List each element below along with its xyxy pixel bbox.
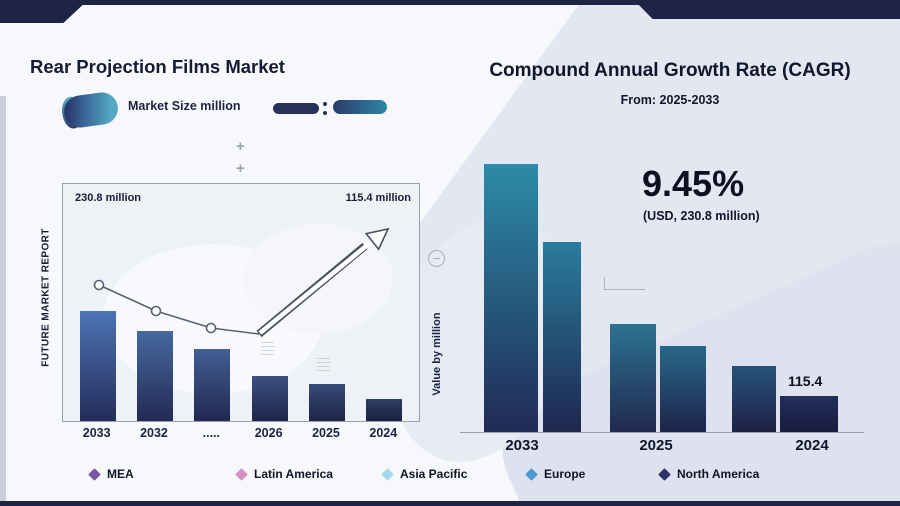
market-bar-2033 [79, 311, 116, 421]
cagr-title: Compound Annual Growth Rate (CAGR) [489, 60, 851, 81]
annotation-2033-value: 230.8 million [75, 192, 142, 204]
top-right-bar [634, 0, 900, 19]
annotation-2024-value: 115.4 million [345, 192, 411, 204]
legend-diamond-icon [235, 467, 248, 481]
hash-decoration [317, 358, 330, 374]
cagr-bar-2025-b [660, 346, 706, 432]
market-size-chart: 230.8 million 115.4 million [62, 183, 420, 422]
legend-diamond-icon [88, 467, 101, 481]
circle-minus-icon [428, 250, 445, 267]
legend-item-asia-pacific: Asia Pacific [381, 467, 468, 481]
cagr-x-label-2033: 2033 [505, 437, 539, 454]
market-title: Rear Projection Films Market [30, 56, 285, 77]
market-bar-slot [126, 331, 183, 421]
market-bar-2026 [251, 376, 288, 421]
market-bar-..... [194, 349, 231, 421]
legend-label: Asia Pacific [400, 467, 468, 481]
plus-decoration-icon: + [236, 160, 245, 177]
market-bar-2025 [308, 384, 345, 421]
market-bar-slot [298, 384, 355, 421]
cagr-x-label-2025: 2025 [639, 437, 673, 454]
legend-diamond-icon [381, 467, 394, 481]
cagr-bars [462, 150, 862, 432]
market-bar-slot [184, 349, 241, 421]
cagr-bar-2033-b [543, 242, 581, 432]
market-x-label: 2026 [254, 426, 283, 440]
market-x-label: 2033 [82, 426, 111, 440]
bottom-border-strip [0, 501, 900, 506]
cagr-note: (USD, 230.8 million) [643, 209, 760, 223]
top-border-strip [0, 0, 900, 5]
legend-pill-separator [323, 102, 328, 115]
market-y-axis-label: FUTURE MARKET REPORT [40, 228, 52, 367]
cagr-x-axis-line [460, 432, 864, 433]
cagr-bar-2025-a [610, 324, 656, 432]
plus-decoration-icon: + [236, 138, 245, 155]
cagr-bar-2033-a [484, 164, 538, 432]
cagr-bar-annotation: 115.4 [788, 373, 823, 389]
cagr-bar-2024-b [780, 396, 838, 432]
left-edge-rail [0, 96, 6, 501]
market-x-label: 2025 [312, 426, 340, 440]
legend-pill-navy [273, 103, 319, 114]
cagr-percentage: 9.45% [642, 163, 745, 204]
market-bar-slot [69, 311, 126, 421]
market-bar-2024 [366, 399, 403, 421]
market-x-label: 2024 [369, 426, 398, 440]
market-bar-2032 [136, 331, 173, 421]
top-left-wedge [0, 0, 88, 23]
cagr-y-axis-label: Value by million [431, 312, 443, 396]
market-x-label: ..... [202, 426, 220, 440]
legend-label: MEA [107, 467, 134, 481]
trend-arrow [93, 227, 390, 338]
market-x-label: 2032 [140, 426, 168, 440]
market-x-labels: 2033 2032..... 2026 2025 2024 [62, 426, 418, 440]
market-bars [63, 184, 419, 421]
cagr-x-labels: 2033 2025 2024 [462, 437, 862, 457]
market-size-cylinder-icon [60, 88, 120, 131]
hash-decoration [261, 342, 274, 358]
cagr-x-label-2024: 2024 [795, 437, 829, 454]
market-size-legend-label: Market Size million [128, 99, 241, 113]
cagr-subtitle: From: 2025-2033 [620, 93, 720, 107]
legend-item-latin-america: Latin America [235, 467, 333, 481]
market-bar-slot [241, 376, 298, 421]
cagr-bar-2024-a [732, 366, 776, 432]
market-bar-slot [356, 399, 413, 421]
legend-pill-gradient [333, 100, 387, 114]
legend-label: Latin America [254, 467, 333, 481]
step-bracket-decoration [604, 277, 645, 290]
legend-item-mea: MEA [88, 467, 134, 481]
